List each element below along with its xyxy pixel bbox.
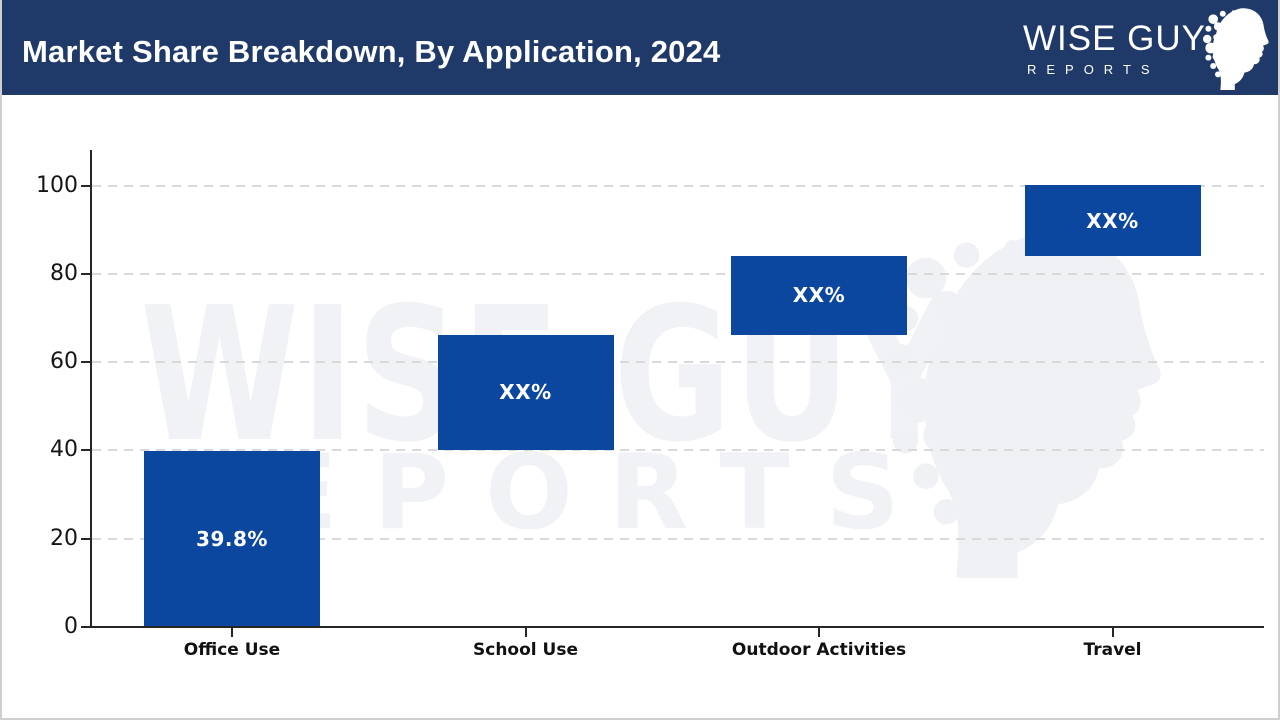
gridline <box>92 449 1264 452</box>
x-axis-tick <box>231 628 233 637</box>
y-axis-spine <box>90 150 92 628</box>
brand-logo: WISE GUY REPORTS <box>1023 4 1272 92</box>
gridline <box>92 272 1264 275</box>
header-bar: Market Share Breakdown, By Application, … <box>2 0 1278 95</box>
bar-outdoor-activities: XX% <box>731 256 907 335</box>
y-axis-tick <box>81 361 90 364</box>
x-axis-category-label: Office Use <box>183 640 281 660</box>
y-axis-tick <box>81 626 90 628</box>
logo-subtext: REPORTS <box>1026 62 1160 77</box>
y-axis-tick-label: 60 <box>50 349 78 375</box>
gridline <box>92 537 1264 540</box>
bar-value-label: XX% <box>499 380 552 405</box>
bar-travel: XX% <box>1024 185 1201 257</box>
logo-wordmark: WISE GUY <box>1022 19 1206 58</box>
y-axis-tick-label: 20 <box>50 525 78 551</box>
x-axis-tick <box>1111 628 1114 637</box>
y-axis-tick <box>81 537 90 540</box>
x-axis-tick <box>524 628 527 637</box>
y-axis-tick-label: 80 <box>50 260 78 286</box>
y-axis-tick <box>81 449 90 452</box>
x-axis-category-label: Travel <box>1083 640 1142 660</box>
y-axis-tick <box>81 272 90 275</box>
x-axis-category-label: School Use <box>473 640 578 660</box>
gridline <box>92 184 1264 187</box>
bar-value-label: XX% <box>1086 208 1139 233</box>
gridline <box>92 361 1264 364</box>
y-axis-tick-label: 100 <box>36 172 78 198</box>
y-axis-tick <box>81 184 90 187</box>
y-axis-tick-label: 0 <box>64 614 78 639</box>
chart-title: Market Share Breakdown, By Application, … <box>22 34 721 69</box>
bar-school-use: XX% <box>437 334 614 450</box>
bar-value-label: 39.8% <box>196 527 268 552</box>
y-axis-tick-label: 40 <box>50 437 78 463</box>
x-axis-tick <box>818 628 820 637</box>
bar-office-use: 39.8% <box>144 451 320 627</box>
bar-value-label: XX% <box>792 283 846 308</box>
x-axis-category-label: Outdoor Activities <box>731 640 907 660</box>
x-axis-spine <box>90 626 1264 628</box>
